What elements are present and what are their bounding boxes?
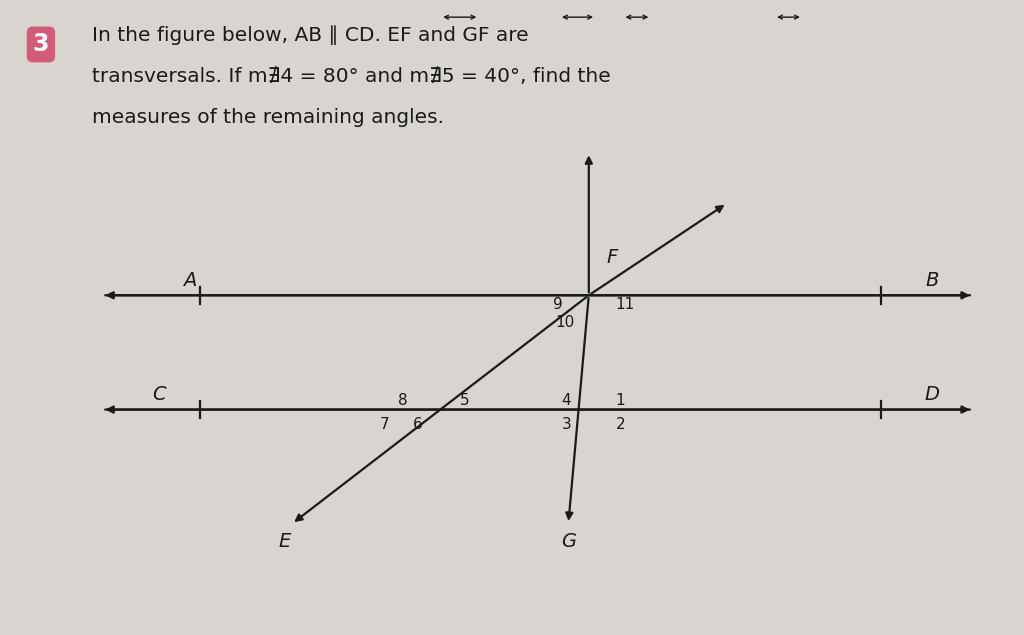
Text: 1: 1 [615, 392, 626, 408]
Text: 6: 6 [413, 417, 423, 432]
Text: 11: 11 [615, 297, 634, 312]
Text: C: C [152, 385, 166, 404]
Text: G: G [561, 531, 575, 551]
Text: F: F [607, 248, 617, 267]
Text: E: E [279, 531, 291, 551]
Text: B: B [925, 271, 939, 290]
Text: 2: 2 [615, 417, 626, 432]
Text: 8: 8 [397, 392, 408, 408]
Text: 3: 3 [561, 417, 571, 432]
Text: 5: 5 [460, 392, 470, 408]
Text: A: A [182, 271, 197, 290]
Text: D: D [925, 385, 939, 404]
Text: 4: 4 [561, 392, 571, 408]
Text: 9: 9 [553, 297, 563, 312]
Text: transversals. If m∄4 = 80° and m∄5 = 40°, find the: transversals. If m∄4 = 80° and m∄5 = 40°… [92, 67, 611, 86]
Text: 7: 7 [380, 417, 390, 432]
Text: measures of the remaining angles.: measures of the remaining angles. [92, 108, 444, 127]
Text: In the figure below, AB ∥ CD. EF and GF are: In the figure below, AB ∥ CD. EF and GF … [92, 25, 528, 45]
Text: 10: 10 [556, 315, 574, 330]
Text: 3: 3 [33, 32, 49, 57]
